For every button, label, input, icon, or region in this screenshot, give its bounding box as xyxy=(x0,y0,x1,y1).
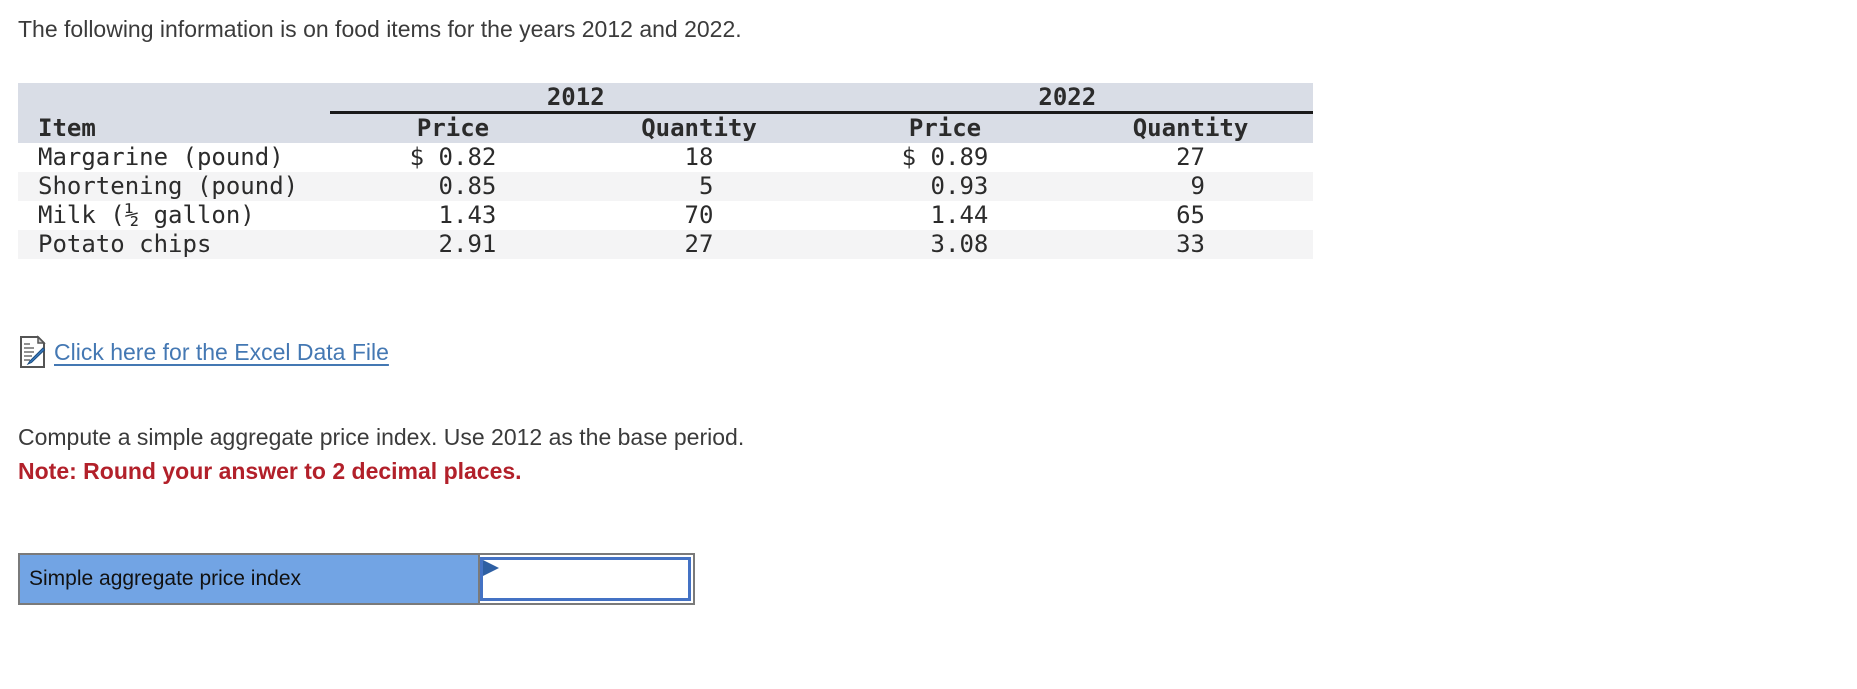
table-row-shortening: Shortening (pound) 0.85 5 0.93 9 xyxy=(18,171,1314,201)
column-header-row: Item Price Quantity Price Quantity xyxy=(18,112,1314,143)
price-2022-cell: 0.93 xyxy=(822,171,1068,201)
column-header-quantity-2022: Quantity xyxy=(1068,112,1314,143)
table-row-margarine: Margarine (pound) $ 0.82 18 $ 0.89 27 xyxy=(18,143,1313,172)
food-items-table: 2012 2022 Item Price Quantity Price Quant… xyxy=(18,83,1314,259)
answer-label-cell: Simple aggregate price index xyxy=(20,555,480,603)
column-header-price-2022: Price xyxy=(822,112,1068,143)
price-2012-cell: 2.91 xyxy=(330,229,576,259)
price-2012-cell: $ 0.82 xyxy=(409,143,497,171)
item-cell: Milk (½ gallon) xyxy=(38,201,255,229)
quantity-2012-cell: 70 xyxy=(684,201,714,229)
price-2022-cell: $ 0.89 xyxy=(901,143,989,171)
quantity-2022-cell: 9 xyxy=(1068,171,1314,201)
answer-label-text: Simple aggregate price index xyxy=(29,567,301,590)
quantity-2012-cell: 18 xyxy=(684,143,714,171)
answer-input-box xyxy=(480,557,691,601)
column-header-quantity-2012: Quantity xyxy=(576,112,822,143)
quantity-2022-cell: 27 xyxy=(1176,143,1205,171)
column-header-price-2012: Price xyxy=(330,112,576,143)
price-2012-cell: 1.43 xyxy=(438,201,497,229)
quantity-2022-cell: 33 xyxy=(1068,229,1314,259)
rounding-note-text: Note: Round your answer to 2 decimal pla… xyxy=(18,458,522,484)
item-cell: Potato chips xyxy=(18,229,330,259)
item-cell: Shortening (pound) xyxy=(18,171,330,201)
answer-row: Simple aggregate price index xyxy=(18,553,695,605)
quantity-2012-cell: 5 xyxy=(576,171,822,201)
year-span-cell: 2012 2022 xyxy=(330,83,1314,114)
table-row-milk: Milk (½ gallon) 1.43 70 1.44 65 xyxy=(18,201,1313,230)
answer-input-cell xyxy=(480,555,693,603)
year-header-row: 2012 2022 xyxy=(18,83,1314,114)
excel-link-row: Click here for the Excel Data File xyxy=(18,333,389,371)
item-cell: Margarine (pound) xyxy=(38,143,284,171)
compute-instruction-text: Compute a simple aggregate price index. … xyxy=(18,424,745,450)
quantity-2022-cell: 65 xyxy=(1176,201,1205,229)
price-2022-cell: 3.08 xyxy=(822,229,1068,259)
excel-link-label: Click here for the Excel Data File xyxy=(54,338,389,365)
year-row-spacer xyxy=(18,83,330,113)
year-header-2022: 2022 xyxy=(1038,83,1097,111)
table-row-potato-chips: Potato chips 2.91 27 3.08 33 xyxy=(18,229,1314,259)
quantity-2012-cell: 27 xyxy=(576,229,822,259)
answer-input[interactable] xyxy=(483,560,688,598)
price-2022-cell: 1.44 xyxy=(930,201,989,229)
price-2012-cell: 0.85 xyxy=(330,171,576,201)
year-header-2012: 2012 xyxy=(546,83,605,111)
column-header-item: Item xyxy=(18,112,330,143)
excel-file-pencil-icon xyxy=(20,335,46,368)
excel-data-file-link[interactable]: Click here for the Excel Data File xyxy=(18,335,389,369)
question-intro-text: The following information is on food ite… xyxy=(18,16,742,42)
